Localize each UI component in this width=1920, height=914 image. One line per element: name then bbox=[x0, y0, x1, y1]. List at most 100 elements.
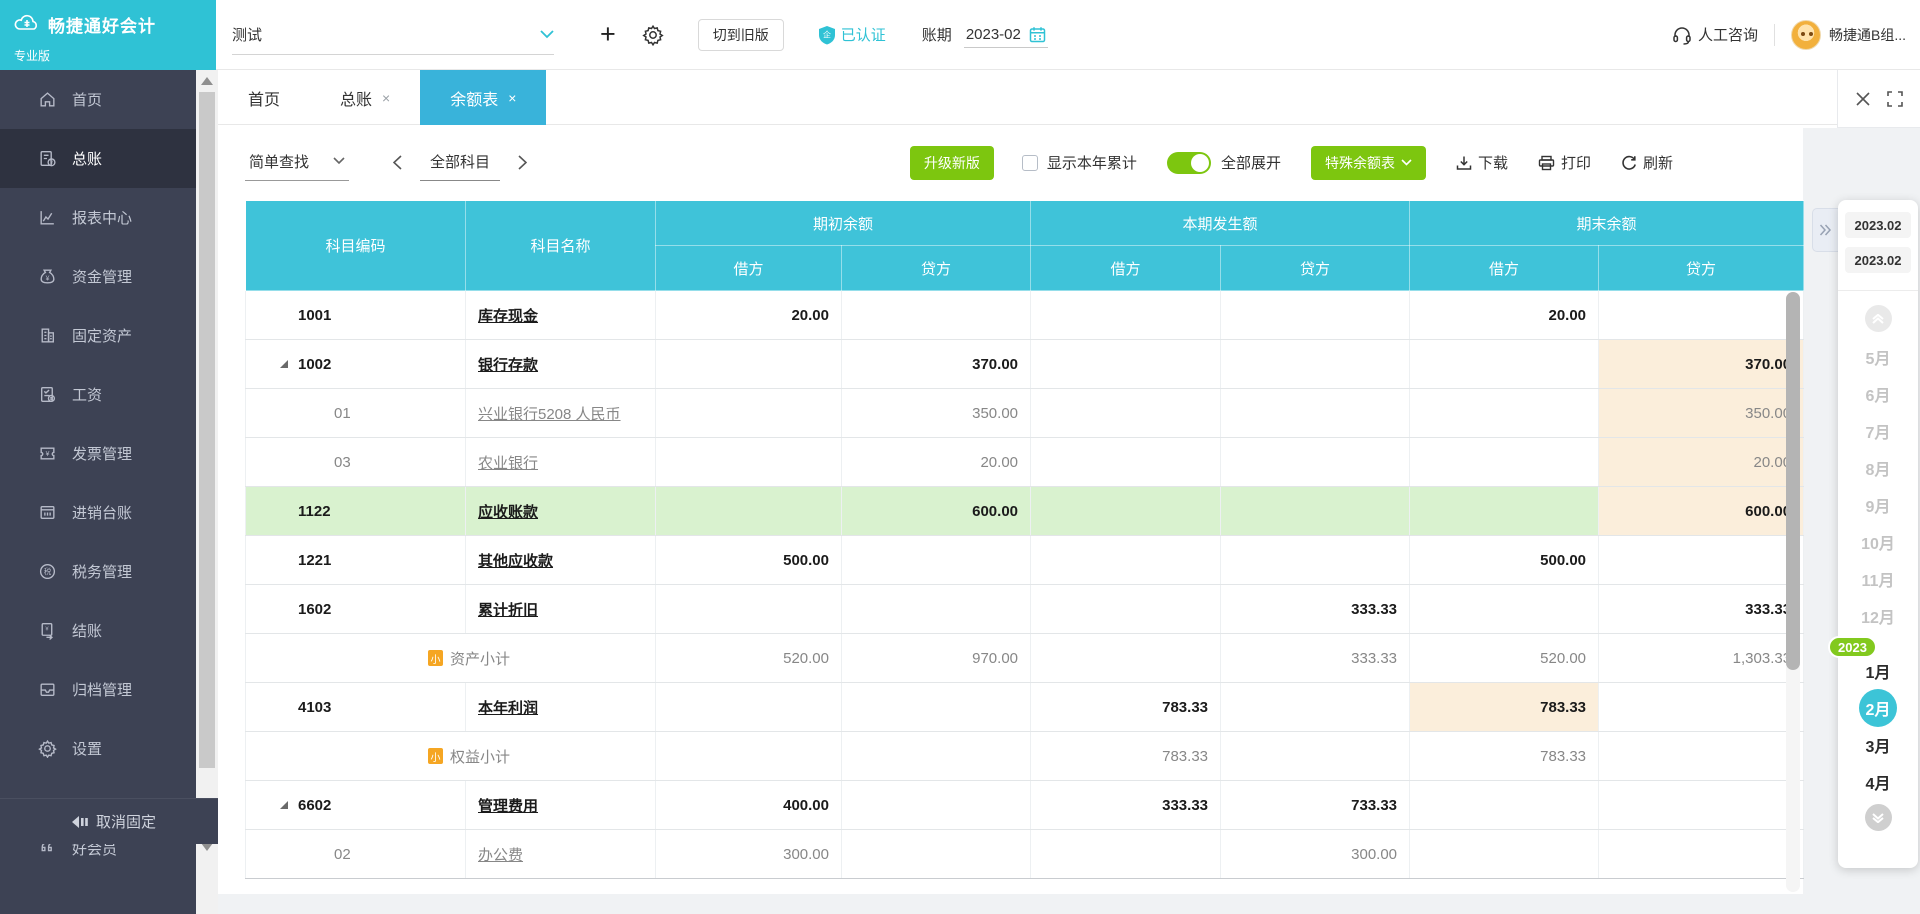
sidebar-item-3[interactable]: 报表中心 bbox=[0, 188, 196, 247]
print-button[interactable]: 打印 bbox=[1538, 152, 1591, 173]
sidebar-item-12[interactable]: 设置 bbox=[0, 719, 196, 778]
top-header: 畅捷通好会计 专业版 测试 + 切到旧版 企 已认证 账期 2023-02 bbox=[0, 0, 1920, 70]
table-row: 1122 应收账款 600.00 600.00 bbox=[245, 486, 1805, 536]
next-account-arrow[interactable] bbox=[518, 155, 528, 170]
svg-text:企: 企 bbox=[823, 29, 831, 39]
period-from[interactable]: 2023.02 bbox=[1845, 212, 1911, 238]
account-name-link[interactable]: 累计折旧 bbox=[478, 601, 539, 619]
month-item-6月: 6月 bbox=[1865, 387, 1891, 405]
account-name-link[interactable]: 库存现金 bbox=[478, 307, 539, 325]
settings-icon bbox=[38, 739, 57, 758]
month-item-2月[interactable]: 2月 bbox=[1838, 688, 1918, 727]
scroll-up-arrow[interactable] bbox=[196, 72, 218, 90]
close-icon[interactable] bbox=[1855, 91, 1871, 107]
table-scroll-thumb[interactable] bbox=[1786, 292, 1800, 670]
divider bbox=[1838, 290, 1918, 291]
table-row: 1002 银行存款 370.00 370.00 bbox=[245, 339, 1805, 389]
subtotal-icon: 小 bbox=[428, 650, 443, 666]
account-code-cell: 01 bbox=[245, 388, 466, 438]
amount-cell bbox=[655, 682, 842, 732]
subtotal-name-cell: 小资产小计 bbox=[245, 633, 656, 683]
sidebar-item-1[interactable]: 首页 bbox=[0, 70, 196, 129]
amount-cell bbox=[1220, 437, 1411, 487]
account-set-selector[interactable]: 测试 bbox=[232, 15, 554, 55]
account-name-link[interactable]: 办公费 bbox=[478, 846, 524, 864]
app-logo: 畅捷通好会计 专业版 bbox=[0, 0, 216, 70]
month-item-8月: 8月 bbox=[1865, 461, 1891, 479]
month-item-1月[interactable]: 1月 bbox=[1865, 664, 1891, 682]
amount-cell: 733.33 bbox=[1220, 780, 1411, 830]
account-name-link[interactable]: 其他应收款 bbox=[478, 552, 554, 570]
amount-cell bbox=[1030, 584, 1222, 634]
amount-cell: 333.33 bbox=[1220, 633, 1411, 683]
sidebar-item-8[interactable]: 进销台账 bbox=[0, 483, 196, 542]
collapse-triangle-icon[interactable] bbox=[280, 360, 288, 368]
user-name[interactable]: 畅捷通B组... bbox=[1828, 26, 1906, 43]
sidebar-item-4[interactable]: ¥ 资金管理 bbox=[0, 247, 196, 306]
show-ytd-checkbox[interactable]: 显示本年累计 bbox=[1021, 152, 1137, 173]
months-scroll-up-button bbox=[1864, 305, 1892, 332]
archive-icon bbox=[38, 680, 57, 699]
tab-label: 首页 bbox=[248, 91, 281, 109]
refresh-button[interactable]: 刷新 bbox=[1621, 152, 1673, 173]
amount-cell bbox=[1030, 388, 1222, 438]
tab-1[interactable]: 首页 bbox=[218, 70, 310, 125]
prev-account-arrow[interactable] bbox=[393, 155, 402, 170]
account-name-link[interactable]: 管理费用 bbox=[478, 797, 539, 815]
account-name-cell: 本年利润 bbox=[465, 682, 656, 732]
double-chevron-up-icon bbox=[1872, 313, 1884, 324]
account-name-link[interactable]: 应收账款 bbox=[478, 503, 539, 521]
account-name-link[interactable]: 兴业银行5208 人民币 bbox=[478, 405, 621, 423]
month-item-3月[interactable]: 3月 bbox=[1865, 738, 1891, 756]
search-mode-value: 简单查找 bbox=[249, 153, 310, 171]
sidebar-item-10[interactable]: ¥ 结账 bbox=[0, 601, 196, 660]
collapse-panel-flap[interactable] bbox=[1812, 208, 1838, 252]
special-balance-dropdown[interactable]: 特殊余额表 bbox=[1310, 145, 1426, 180]
certified-badge[interactable]: 企 已认证 bbox=[818, 24, 886, 45]
download-button[interactable]: 下载 bbox=[1456, 152, 1508, 173]
printer-icon bbox=[1538, 155, 1555, 171]
scroll-down-arrow[interactable] bbox=[196, 838, 218, 856]
tab-close-icon[interactable]: × bbox=[508, 89, 517, 106]
switch-old-version-button[interactable]: 切到旧版 bbox=[697, 18, 784, 51]
account-name-link[interactable]: 银行存款 bbox=[478, 356, 539, 374]
collapse-triangle-icon[interactable] bbox=[280, 801, 288, 809]
tab-close-icon[interactable]: × bbox=[382, 89, 391, 106]
gear-icon[interactable] bbox=[642, 24, 664, 46]
table-toolbar: 简单查找 全部科目 升级新版 显示本年累计 全部展开 bbox=[218, 125, 1803, 200]
sidebar-item-11[interactable]: 归档管理 bbox=[0, 660, 196, 719]
amount-cell: 970.00 bbox=[841, 633, 1032, 683]
expand-all-label: 全部展开 bbox=[1220, 155, 1281, 172]
month-item-4月[interactable]: 4月 bbox=[1865, 775, 1891, 793]
account-scope-value[interactable]: 全部科目 bbox=[420, 145, 501, 181]
account-name-link[interactable]: 农业银行 bbox=[478, 454, 539, 472]
sidebar-item-14[interactable]: 好会员 bbox=[0, 837, 196, 859]
sidebar-item-6[interactable]: 工资 bbox=[0, 365, 196, 424]
sidebar-item-2[interactable]: ¥ 总账 bbox=[0, 129, 196, 188]
sidebar-item-9[interactable]: 税 税务管理 bbox=[0, 542, 196, 601]
add-icon[interactable]: + bbox=[600, 19, 616, 49]
sidebar-scroll-thumb[interactable] bbox=[199, 92, 215, 768]
search-mode-dropdown[interactable]: 简单查找 bbox=[245, 145, 350, 181]
period-to[interactable]: 2023.02 bbox=[1845, 247, 1911, 273]
period-selector[interactable]: 2023-02 bbox=[963, 22, 1048, 48]
expand-all-toggle[interactable]: 全部展开 bbox=[1166, 151, 1281, 174]
account-name-cell: 库存现金 bbox=[465, 290, 656, 340]
user-avatar[interactable] bbox=[1790, 19, 1821, 50]
unpin-sidebar-button[interactable]: 取消固定 bbox=[0, 798, 218, 844]
live-support-link[interactable]: 人工咨询 bbox=[1672, 24, 1758, 45]
account-name-cell: 累计折旧 bbox=[465, 584, 656, 634]
tab-2[interactable]: 总账 × bbox=[310, 70, 420, 125]
amount-cell bbox=[1030, 829, 1222, 879]
trade-ledger-icon bbox=[38, 503, 57, 522]
tab-3[interactable]: 余额表 × bbox=[420, 70, 547, 125]
sidebar-item-7[interactable]: ¥ 发票管理 bbox=[0, 424, 196, 483]
sidebar-item-5[interactable]: 固定资产 bbox=[0, 306, 196, 365]
account-name-link[interactable]: 本年利润 bbox=[478, 699, 539, 717]
amount-cell: 300.00 bbox=[1220, 829, 1411, 879]
headset-icon bbox=[1672, 25, 1692, 45]
amount-cell: 20.00 bbox=[655, 290, 842, 340]
months-scroll-down-button[interactable] bbox=[1864, 804, 1892, 831]
fullscreen-icon[interactable] bbox=[1887, 90, 1904, 107]
upgrade-button[interactable]: 升级新版 bbox=[909, 145, 994, 180]
